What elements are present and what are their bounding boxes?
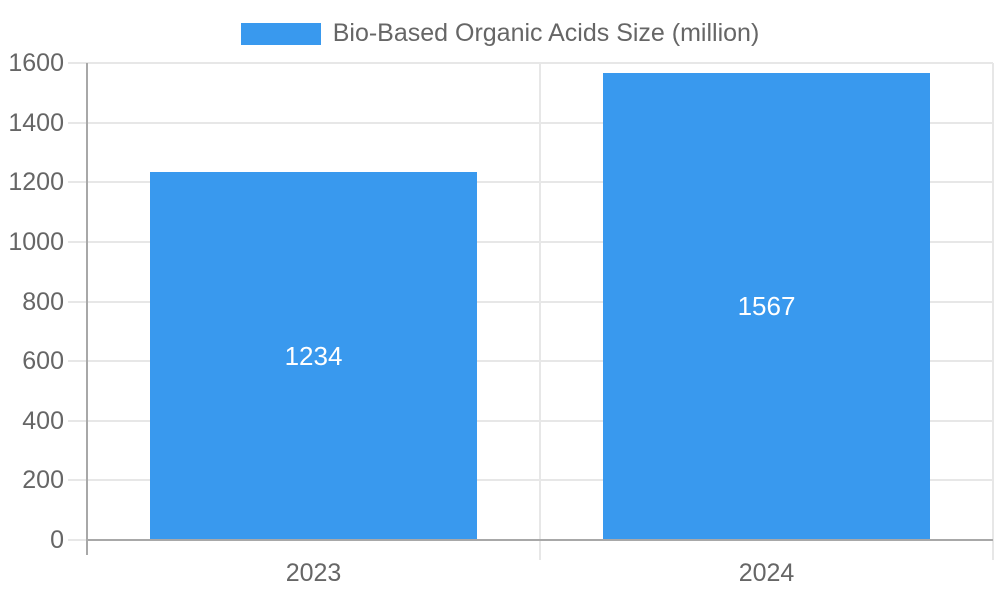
y-axis-tick-label: 1400: [8, 108, 64, 137]
grid-line-horizontal: [68, 181, 993, 184]
grid-line-horizontal: [68, 121, 993, 124]
grid-line-vertical: [539, 63, 541, 560]
chart-legend[interactable]: Bio-Based Organic Acids Size (million): [0, 19, 1000, 48]
grid-line-horizontal: [68, 419, 993, 422]
grid-line-horizontal: [68, 240, 993, 243]
x-axis-tick-label: 2023: [285, 559, 342, 587]
y-axis-tick-label: 1000: [8, 227, 64, 256]
x-axis-line: [87, 539, 993, 541]
y-axis-tick-label: 400: [22, 406, 64, 435]
bar-value-label: 1234: [284, 340, 343, 371]
y-axis-tick-label: 1200: [8, 168, 64, 197]
y-axis-tick-label: 1600: [8, 49, 64, 77]
grid-line-horizontal: [68, 479, 993, 482]
grid-line-horizontal: [68, 360, 993, 363]
legend-swatch-icon: [240, 22, 321, 45]
grid-line-vertical: [992, 63, 994, 560]
bar[interactable]: 1234: [150, 172, 477, 540]
x-axis-tick-label: 2024: [738, 559, 795, 587]
grid-line-horizontal: [68, 300, 993, 303]
bar[interactable]: 1567: [603, 72, 930, 540]
y-axis-line: [86, 63, 88, 555]
bar-value-label: 1567: [737, 290, 796, 321]
grid-line-horizontal: [68, 62, 993, 64]
y-axis-tick-label: 200: [22, 466, 64, 495]
y-axis-tick-label: 800: [22, 287, 64, 316]
legend-label: Bio-Based Organic Acids Size (million): [332, 19, 760, 47]
y-axis-tick-label: 600: [22, 347, 64, 376]
y-axis-tick-label: 0: [50, 526, 64, 554]
